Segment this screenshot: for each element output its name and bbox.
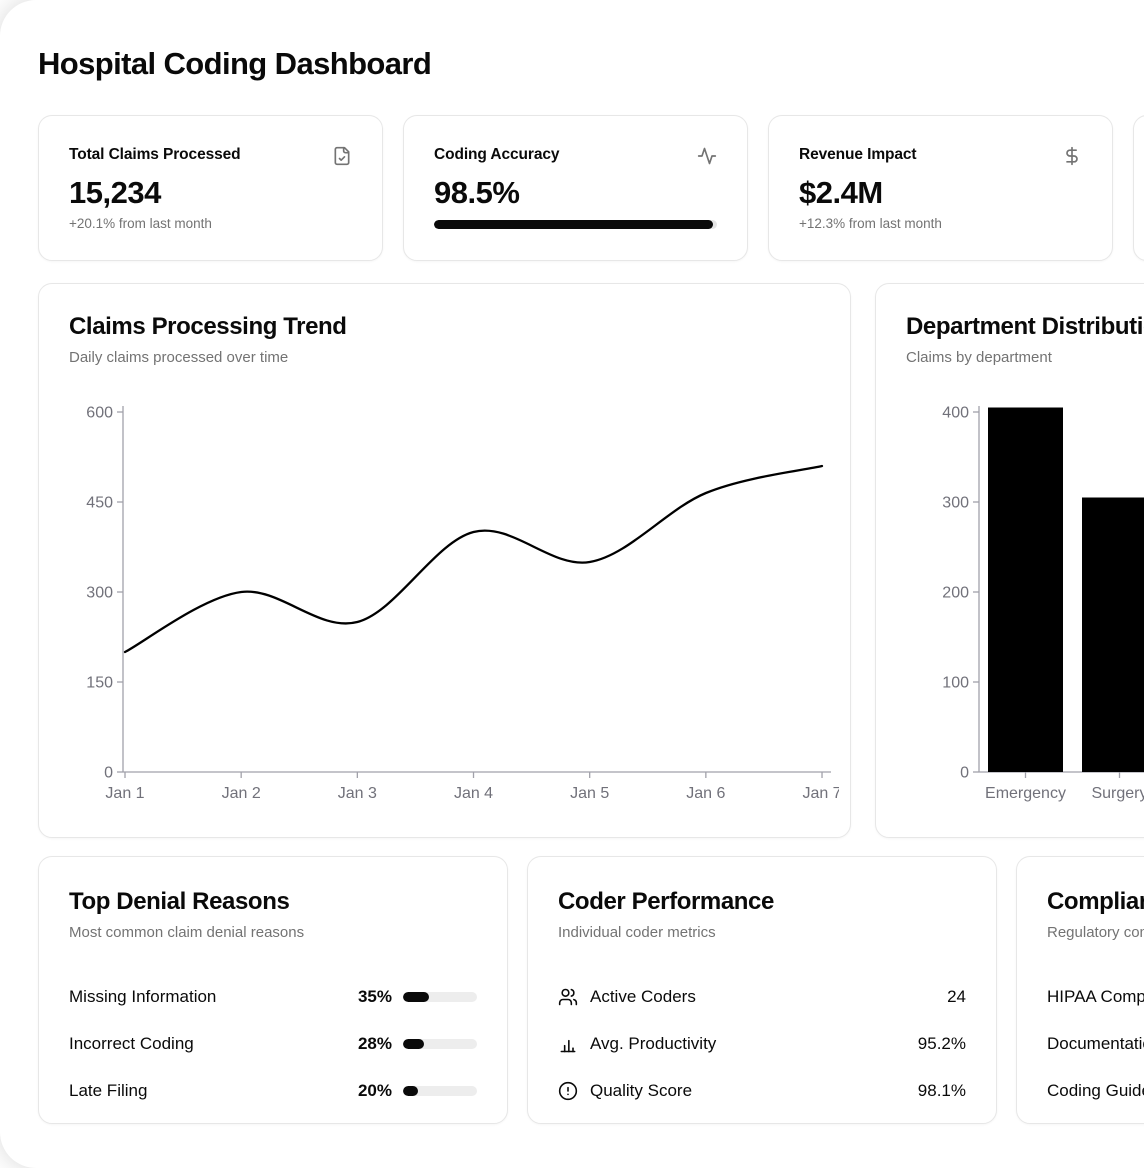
claims-trend-line-chart: 0 150 300 450 600 Jan 1 Jan 2 Jan 3 Jan 4 Jan 5 Ja… <box>86 405 839 803</box>
list-item: Quality Score 98.1% <box>558 1067 966 1114</box>
stat-card-coding-accuracy: Coding Accuracy 98.5% <box>403 115 748 261</box>
svg-text:150: 150 <box>86 675 113 692</box>
svg-text:450: 450 <box>86 495 113 512</box>
department-distribution-card: Department Distribution Claims by depart… <box>875 283 1144 838</box>
bottom-row: Top Denial Reasons Most common claim den… <box>38 856 1144 1124</box>
claims-trend-card: Claims Processing Trend Daily claims pro… <box>38 283 851 838</box>
chart-title: Department Distribution <box>906 313 1144 340</box>
list-item: Late Filing 20% <box>69 1067 477 1114</box>
stat-value: 98.5% <box>434 175 520 210</box>
svg-text:Jan 1: Jan 1 <box>105 785 144 802</box>
denial-progress-fill <box>403 1085 418 1096</box>
page-title: Hospital Coding Dashboard <box>38 46 432 81</box>
compliance-card: Compliance Regulatory compliance HIPAA C… <box>1016 856 1144 1124</box>
denial-reason-label: Missing Information <box>69 986 217 1006</box>
list-item: Active Coders 24 <box>558 973 966 1020</box>
department-bar-chart: 0 100 200 300 400 Emergency Surgery <box>942 405 1144 802</box>
card-title: Compliance <box>1047 888 1144 915</box>
users-icon <box>558 987 578 1007</box>
bar-chart-icon <box>558 1034 578 1054</box>
svg-text:600: 600 <box>86 405 113 422</box>
activity-icon <box>697 146 717 166</box>
compliance-item-label: HIPAA Compliance <box>1047 986 1144 1006</box>
chart-subtitle: Claims by department <box>906 349 1052 366</box>
stat-card-clipped <box>1133 115 1144 261</box>
denial-reason-label: Late Filing <box>69 1080 148 1100</box>
svg-text:Jan 5: Jan 5 <box>570 785 609 802</box>
coder-metric-label: Avg. Productivity <box>590 1033 717 1053</box>
svg-text:400: 400 <box>942 405 969 422</box>
denial-percent: 20% <box>357 1080 392 1100</box>
svg-text:100: 100 <box>942 675 969 692</box>
list-item: Avg. Productivity 95.2% <box>558 1020 966 1067</box>
denial-reason-label: Incorrect Coding <box>69 1033 194 1053</box>
card-title: Coder Performance <box>558 888 774 915</box>
stat-label: Revenue Impact <box>799 146 917 163</box>
stat-value: $2.4M <box>799 175 883 210</box>
svg-text:Surgery: Surgery <box>1091 785 1144 802</box>
card-subtitle: Regulatory compliance <box>1047 924 1144 941</box>
svg-text:300: 300 <box>86 585 113 602</box>
coder-metric-value: 98.1% <box>917 1080 966 1100</box>
stat-subtext: +12.3% from last month <box>799 216 942 231</box>
coder-metric-value: 24 <box>947 986 966 1006</box>
card-subtitle: Most common claim denial reasons <box>69 924 305 941</box>
denial-progress-fill <box>403 991 429 1002</box>
accuracy-progress-track <box>434 220 717 229</box>
stat-value: 15,234 <box>69 175 161 210</box>
alert-circle-icon <box>558 1081 578 1101</box>
dollar-sign-icon <box>1062 146 1082 166</box>
chart-title: Claims Processing Trend <box>69 313 347 340</box>
coder-metric-value: 95.2% <box>917 1033 966 1053</box>
denial-progress-track <box>403 1085 477 1096</box>
denial-progress-track <box>403 991 477 1002</box>
list-item: Missing Information 35% <box>69 973 477 1020</box>
svg-text:Jan 2: Jan 2 <box>222 785 261 802</box>
stats-row: Total Claims Processed 15,234 +20.1% fro… <box>38 115 1144 261</box>
stat-card-revenue-impact: Revenue Impact $2.4M +12.3% from last mo… <box>768 115 1113 261</box>
svg-text:200: 200 <box>942 585 969 602</box>
svg-text:0: 0 <box>104 765 113 782</box>
list-item: Coding Guidelines <box>1047 1067 1144 1114</box>
list-item: HIPAA Compliance <box>1047 973 1144 1020</box>
list-item: Documentation <box>1047 1020 1144 1067</box>
svg-text:Jan 6: Jan 6 <box>686 785 725 802</box>
denial-progress-track <box>403 1038 477 1049</box>
stat-label: Coding Accuracy <box>434 146 560 163</box>
denial-percent: 28% <box>357 1033 392 1053</box>
charts-row: Claims Processing Trend Daily claims pro… <box>38 283 1144 838</box>
svg-text:Jan 3: Jan 3 <box>338 785 377 802</box>
accuracy-progress-fill <box>434 220 713 229</box>
stat-label: Total Claims Processed <box>69 146 241 163</box>
svg-text:Emergency: Emergency <box>985 785 1066 802</box>
coder-performance-card: Coder Performance Individual coder metri… <box>527 856 997 1124</box>
card-subtitle: Individual coder metrics <box>558 924 716 941</box>
stat-card-total-claims: Total Claims Processed 15,234 +20.1% fro… <box>38 115 383 261</box>
svg-text:0: 0 <box>960 765 969 782</box>
svg-text:300: 300 <box>942 495 969 512</box>
compliance-item-label: Coding Guidelines <box>1047 1080 1144 1100</box>
coder-metric-label: Quality Score <box>590 1080 693 1100</box>
svg-text:Jan 4: Jan 4 <box>454 785 493 802</box>
coder-metric-label: Active Coders <box>590 986 696 1006</box>
compliance-item-label: Documentation <box>1047 1033 1144 1053</box>
svg-text:Jan 7: Jan 7 <box>802 785 839 802</box>
denial-percent: 35% <box>357 986 392 1006</box>
chart-subtitle: Daily claims processed over time <box>69 349 289 366</box>
file-check-icon <box>332 146 352 166</box>
top-denial-reasons-card: Top Denial Reasons Most common claim den… <box>38 856 508 1124</box>
stat-subtext: +20.1% from last month <box>69 216 212 231</box>
denial-progress-fill <box>403 1038 424 1049</box>
list-item: Incorrect Coding 28% <box>69 1020 477 1067</box>
card-title: Top Denial Reasons <box>69 888 290 915</box>
